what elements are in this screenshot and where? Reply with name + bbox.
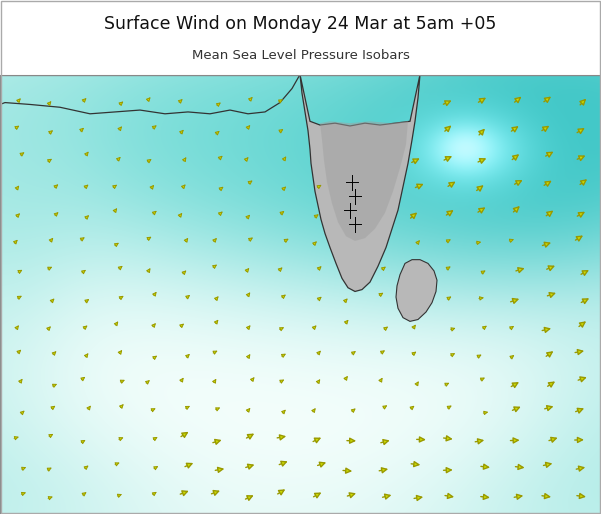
Polygon shape (396, 260, 437, 321)
Text: Mean Sea Level Pressure Isobars: Mean Sea Level Pressure Isobars (192, 49, 409, 62)
Polygon shape (300, 75, 420, 291)
Text: Surface Wind on Monday 24 Mar at 5am +05: Surface Wind on Monday 24 Mar at 5am +05 (105, 15, 496, 33)
Polygon shape (320, 121, 408, 241)
